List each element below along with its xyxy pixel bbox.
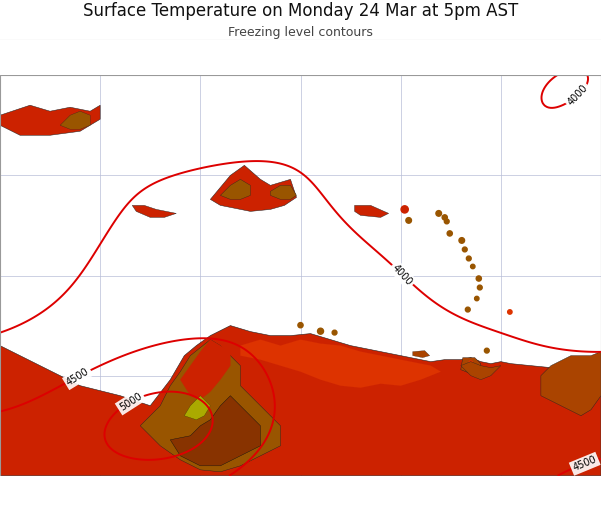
Circle shape bbox=[462, 247, 467, 252]
Polygon shape bbox=[60, 111, 90, 129]
Text: 5000: 5000 bbox=[118, 391, 144, 412]
Polygon shape bbox=[0, 105, 100, 135]
Circle shape bbox=[465, 307, 470, 312]
Text: 4500: 4500 bbox=[572, 454, 598, 473]
Circle shape bbox=[469, 361, 472, 364]
Polygon shape bbox=[270, 185, 296, 199]
Polygon shape bbox=[461, 358, 481, 374]
Polygon shape bbox=[0, 326, 601, 476]
Circle shape bbox=[444, 219, 449, 224]
Circle shape bbox=[447, 231, 453, 236]
Polygon shape bbox=[413, 351, 430, 358]
Polygon shape bbox=[541, 352, 601, 416]
Polygon shape bbox=[185, 396, 210, 420]
Circle shape bbox=[442, 215, 447, 220]
Text: 4000: 4000 bbox=[391, 263, 415, 287]
Polygon shape bbox=[170, 396, 260, 466]
Polygon shape bbox=[210, 166, 296, 212]
Circle shape bbox=[471, 264, 475, 269]
Circle shape bbox=[436, 211, 442, 216]
Text: Surface Temperature on Monday 24 Mar at 5pm AST: Surface Temperature on Monday 24 Mar at … bbox=[83, 2, 518, 20]
Circle shape bbox=[475, 296, 479, 301]
Text: 4000: 4000 bbox=[566, 83, 590, 108]
Polygon shape bbox=[355, 205, 389, 217]
Circle shape bbox=[317, 328, 323, 334]
Circle shape bbox=[466, 256, 471, 261]
Circle shape bbox=[332, 330, 337, 335]
Polygon shape bbox=[221, 179, 251, 199]
Circle shape bbox=[484, 348, 489, 353]
Polygon shape bbox=[140, 340, 281, 472]
Circle shape bbox=[477, 285, 482, 290]
Circle shape bbox=[459, 238, 465, 243]
Circle shape bbox=[298, 322, 303, 328]
Polygon shape bbox=[461, 362, 501, 380]
Text: Freezing level contours: Freezing level contours bbox=[228, 26, 373, 39]
Polygon shape bbox=[132, 205, 176, 217]
Circle shape bbox=[401, 206, 408, 213]
Polygon shape bbox=[240, 340, 441, 388]
Circle shape bbox=[508, 310, 512, 314]
Text: 4500: 4500 bbox=[65, 366, 91, 387]
Polygon shape bbox=[180, 340, 230, 400]
Circle shape bbox=[406, 218, 412, 223]
Circle shape bbox=[476, 276, 481, 281]
